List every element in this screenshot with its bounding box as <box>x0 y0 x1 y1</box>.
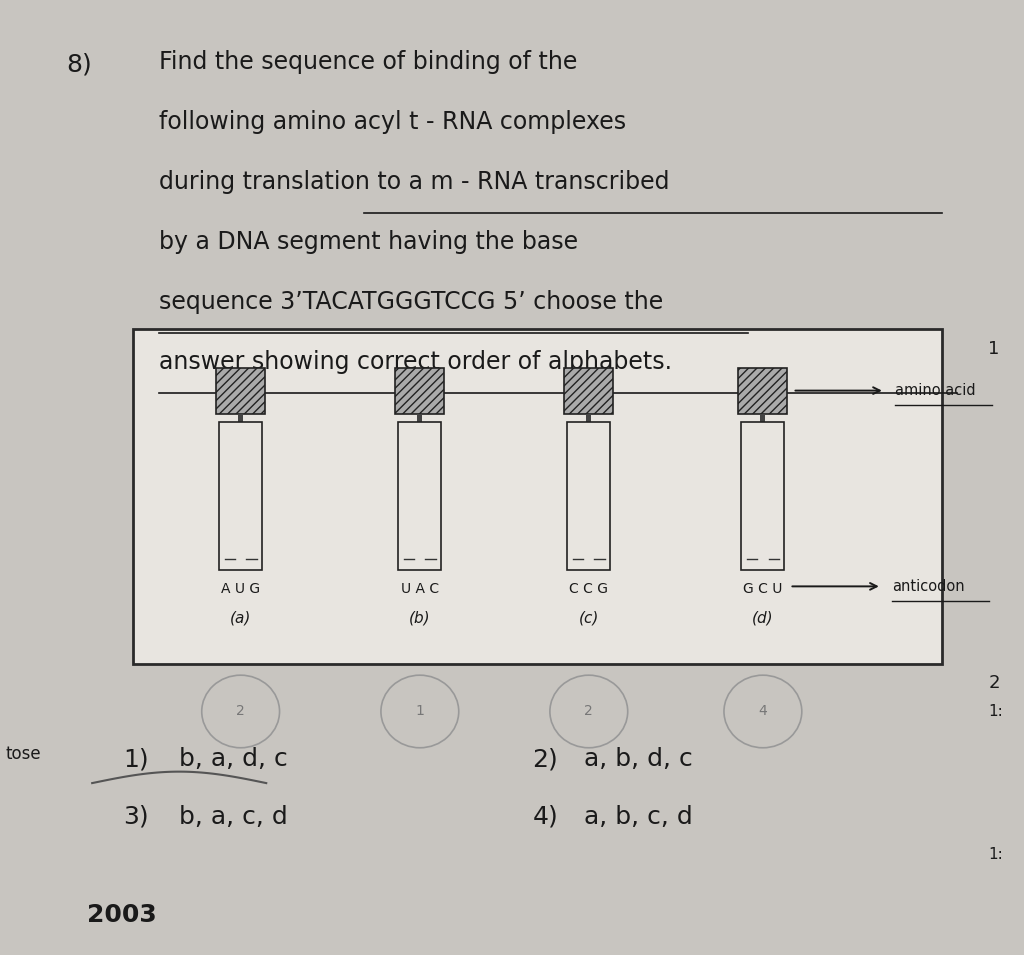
Text: 2003: 2003 <box>87 902 157 927</box>
Text: 2): 2) <box>532 747 558 772</box>
Text: 4): 4) <box>532 804 558 829</box>
Bar <box>216 368 265 414</box>
Text: 1: 1 <box>988 340 999 357</box>
Text: 2: 2 <box>585 705 593 718</box>
Text: 8): 8) <box>67 53 92 76</box>
Text: 1: 1 <box>416 705 424 718</box>
Text: a, b, d, c: a, b, d, c <box>584 747 692 772</box>
Bar <box>567 422 610 570</box>
Text: answer showing correct order of alphabets.: answer showing correct order of alphabet… <box>159 350 672 374</box>
Bar <box>741 422 784 570</box>
Text: following amino acyl t - RNA complexes: following amino acyl t - RNA complexes <box>159 110 626 134</box>
Bar <box>586 414 592 422</box>
Text: anticodon: anticodon <box>892 579 965 594</box>
Bar <box>133 329 942 664</box>
Text: 3): 3) <box>123 804 148 829</box>
Bar <box>564 368 613 414</box>
Text: 2: 2 <box>988 674 999 691</box>
Bar <box>418 414 422 422</box>
Bar <box>398 422 441 570</box>
Text: (a): (a) <box>230 610 251 626</box>
Text: (c): (c) <box>579 610 599 626</box>
Text: 1:: 1: <box>988 704 1002 719</box>
Text: 1): 1) <box>123 747 148 772</box>
Text: (b): (b) <box>409 610 431 626</box>
Bar <box>395 368 444 414</box>
Bar <box>760 414 766 422</box>
Text: a, b, c, d: a, b, c, d <box>584 804 692 829</box>
Text: (d): (d) <box>752 610 774 626</box>
Text: Find the sequence of binding of the: Find the sequence of binding of the <box>159 50 578 74</box>
Text: tose: tose <box>5 746 41 763</box>
Text: during translation to a m - RNA transcribed: during translation to a m - RNA transcri… <box>159 170 670 194</box>
Text: b, a, c, d: b, a, c, d <box>179 804 288 829</box>
Text: G C U: G C U <box>743 582 782 596</box>
Text: U A C: U A C <box>400 582 439 596</box>
Text: b, a, d, c: b, a, d, c <box>179 747 288 772</box>
Bar <box>238 414 244 422</box>
Text: C C G: C C G <box>569 582 608 596</box>
Text: by a DNA segment having the base: by a DNA segment having the base <box>159 230 578 254</box>
Text: 4: 4 <box>759 705 767 718</box>
Bar <box>219 422 262 570</box>
Bar <box>738 368 787 414</box>
Text: amino acid: amino acid <box>895 383 976 398</box>
Text: sequence 3’TACATGGGTCCG 5’ choose the: sequence 3’TACATGGGTCCG 5’ choose the <box>159 290 663 314</box>
Text: A U G: A U G <box>221 582 260 596</box>
Text: 1:: 1: <box>988 847 1002 862</box>
Text: 2: 2 <box>237 705 245 718</box>
